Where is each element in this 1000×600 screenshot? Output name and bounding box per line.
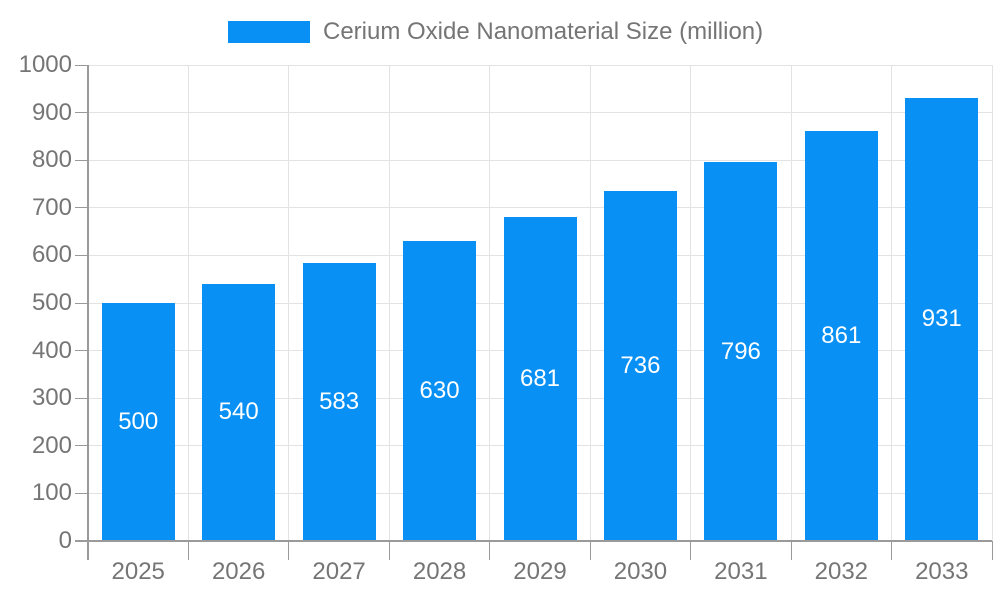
bar-value-label: 500 <box>118 408 159 435</box>
x-gridline <box>489 65 491 541</box>
y-axis-tick <box>75 397 88 399</box>
x-gridline <box>388 65 390 541</box>
bar-2032 <box>804 131 878 541</box>
x-axis-tick-label: 2031 <box>714 558 768 585</box>
x-gridline <box>288 65 290 541</box>
y-axis-tick-label: 200 <box>31 431 72 459</box>
y-gridline <box>88 112 992 114</box>
y-axis-tick-label: 700 <box>31 193 72 221</box>
y-axis-tick <box>75 112 88 114</box>
bar-value-label: 736 <box>620 351 661 379</box>
y-axis-line <box>87 65 89 560</box>
y-axis-tick <box>75 207 88 209</box>
x-axis-tick <box>489 541 491 560</box>
y-axis-tick <box>75 64 88 66</box>
y-axis-tick-label: 600 <box>31 241 72 269</box>
x-axis-tick <box>891 541 893 560</box>
bar-value-label: 630 <box>419 377 460 405</box>
y-axis-tick <box>75 350 88 352</box>
y-axis-tick <box>75 159 88 161</box>
y-axis-tick-label: 800 <box>31 146 72 174</box>
y-axis-tick-label: 900 <box>31 98 72 126</box>
x-axis-tick-label: 2027 <box>312 558 366 585</box>
x-axis-tick <box>690 541 692 560</box>
legend-swatch <box>228 21 310 43</box>
y-axis-tick-label: 1000 <box>18 51 72 78</box>
y-gridline <box>88 64 992 66</box>
x-gridline <box>790 65 792 541</box>
x-axis-line <box>75 540 992 542</box>
bar-2031 <box>704 162 778 541</box>
x-gridline <box>589 65 591 541</box>
x-axis-tick-label: 2032 <box>814 558 869 585</box>
x-gridline <box>991 65 993 541</box>
bar-2029 <box>503 216 577 541</box>
y-axis-tick <box>75 302 88 304</box>
x-axis-tick <box>790 541 792 560</box>
x-axis-tick <box>288 541 290 560</box>
bar-value-label: 931 <box>921 305 962 333</box>
x-gridline <box>690 65 692 541</box>
y-axis-tick-label: 500 <box>31 289 72 316</box>
x-gridline <box>187 65 189 541</box>
bar-2033 <box>905 97 979 541</box>
y-gridline <box>88 207 992 209</box>
x-axis-tick-label: 2033 <box>915 558 969 585</box>
x-axis-tick-label: 2030 <box>613 558 668 585</box>
x-gridline <box>891 65 893 541</box>
bar-value-label: 796 <box>720 337 761 365</box>
y-axis-tick-label: 400 <box>31 336 72 364</box>
bar-value-label: 583 <box>319 388 360 416</box>
bar-value-label: 861 <box>821 322 862 350</box>
bar-2026 <box>202 283 276 541</box>
bar-2028 <box>403 241 477 541</box>
bar-value-label: 681 <box>519 364 561 392</box>
x-axis-tick-label: 2025 <box>111 558 165 585</box>
x-axis-tick <box>589 541 591 560</box>
y-axis-tick-label: 100 <box>31 479 72 507</box>
y-axis-tick-label: 300 <box>31 384 72 412</box>
bar-2030 <box>603 190 677 541</box>
bar-2027 <box>302 263 376 541</box>
x-axis-tick <box>991 541 993 560</box>
y-axis-tick <box>75 492 88 494</box>
legend-item[interactable]: Cerium Oxide Nanomaterial Size (million) <box>228 15 763 49</box>
y-axis-tick <box>75 254 88 256</box>
x-axis-tick-label: 2026 <box>211 558 266 585</box>
bar-2025 <box>101 303 175 541</box>
x-axis-tick-label: 2029 <box>513 558 567 585</box>
legend-label: Cerium Oxide Nanomaterial Size (million) <box>323 18 764 45</box>
y-gridline <box>88 159 992 161</box>
x-axis-tick-label: 2028 <box>412 558 467 585</box>
y-axis-tick-label: 0 <box>58 527 72 554</box>
x-axis-tick <box>187 541 189 560</box>
x-axis-tick <box>388 541 390 560</box>
bar-value-label: 540 <box>218 398 259 426</box>
y-axis-tick <box>75 445 88 447</box>
